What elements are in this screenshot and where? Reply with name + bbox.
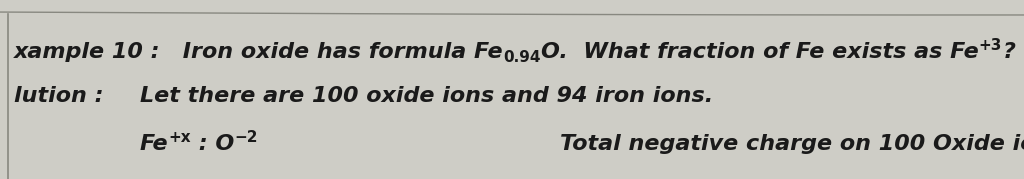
Text: Let there are 100 oxide ions and 94 iron ions.: Let there are 100 oxide ions and 94 iron… [140, 86, 714, 106]
Text: +3: +3 [979, 37, 1002, 52]
Text: 0.94: 0.94 [504, 50, 541, 66]
Text: −2: −2 [234, 129, 258, 144]
Text: xample 10 :   Iron oxide has formula Fe: xample 10 : Iron oxide has formula Fe [14, 42, 504, 62]
Text: ?: ? [1002, 42, 1015, 62]
Text: lution :: lution : [14, 86, 103, 106]
Text: O.  What fraction of Fe exists as Fe: O. What fraction of Fe exists as Fe [541, 42, 979, 62]
Text: Total negative charge on 100 Oxide ions = – 200: Total negative charge on 100 Oxide ions … [560, 134, 1024, 154]
Text: Fe: Fe [140, 134, 169, 154]
Text: : O: : O [191, 134, 234, 154]
Text: +x: +x [169, 129, 191, 144]
